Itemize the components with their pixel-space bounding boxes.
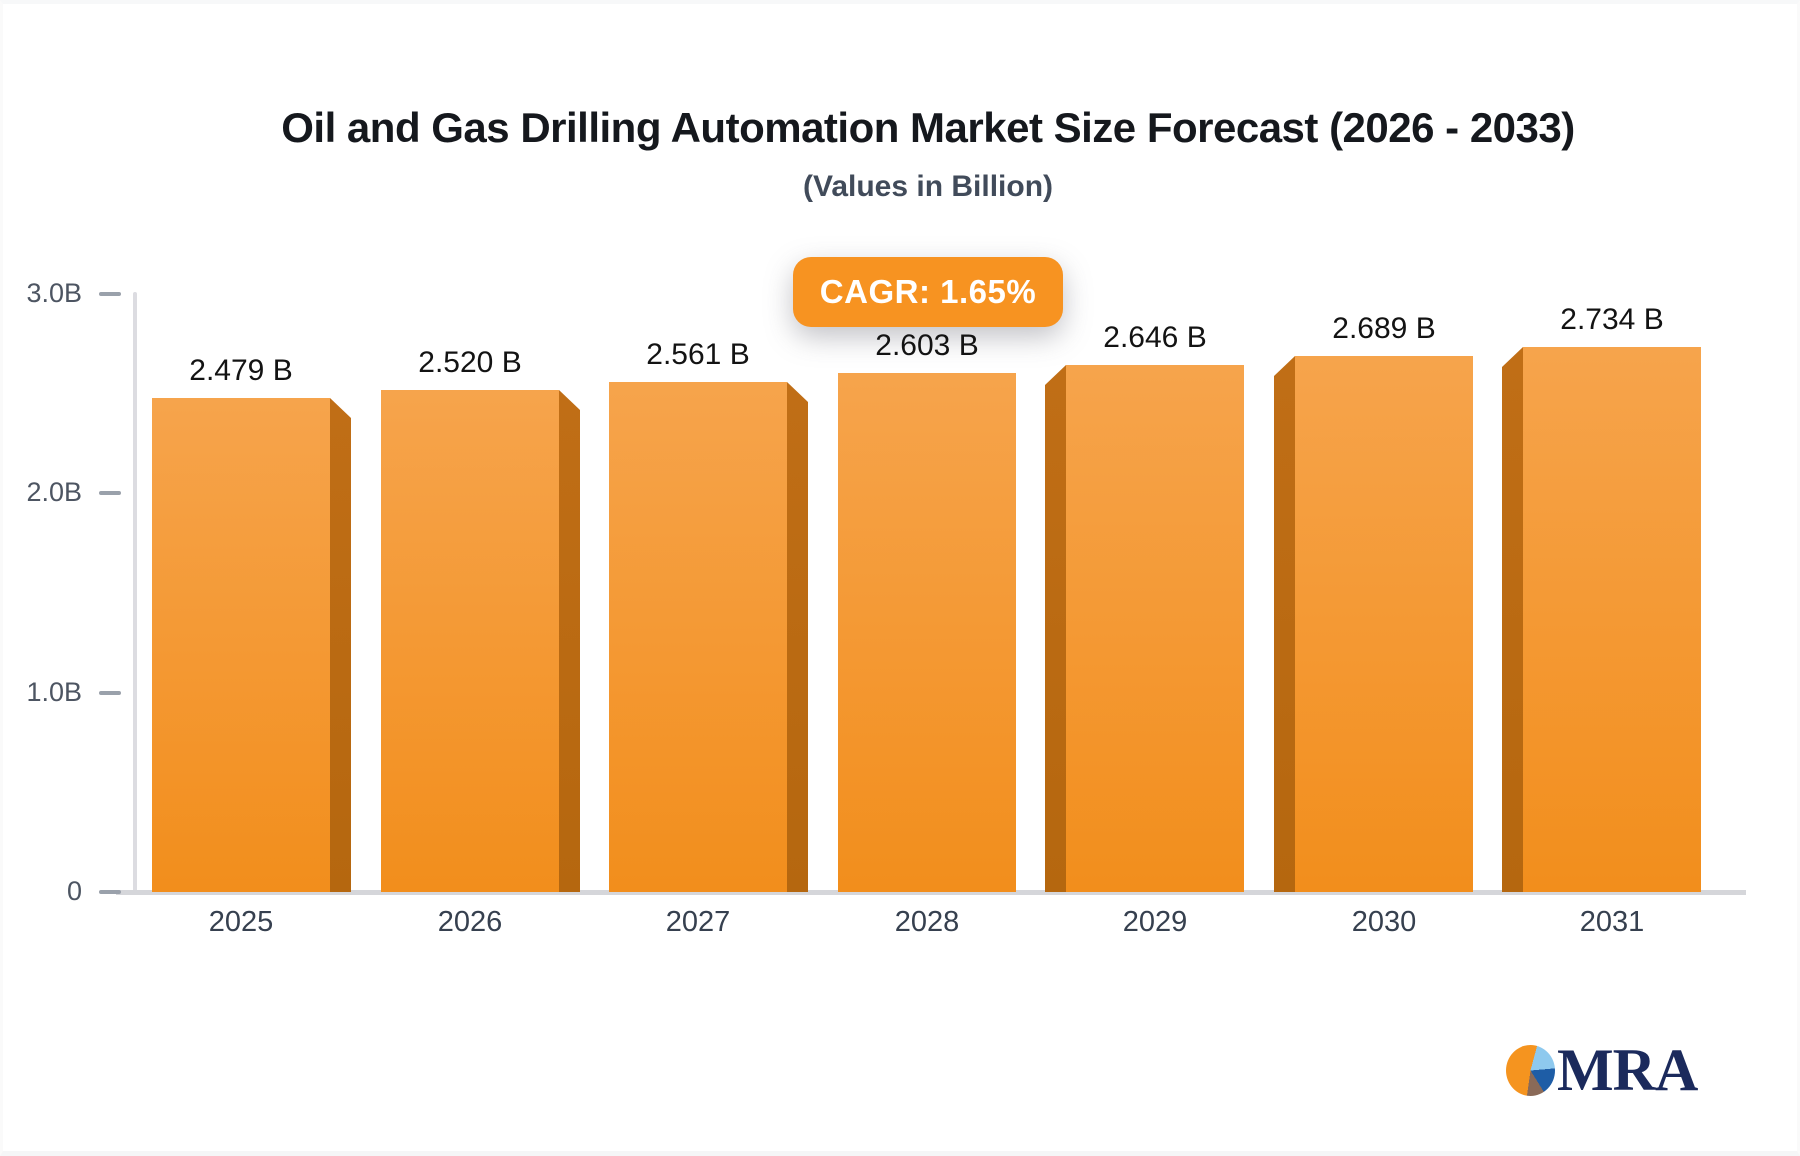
x-axis-label-2028: 2028 <box>894 906 960 938</box>
bar-2028 <box>838 373 1016 892</box>
bar-value-label: 2.646 B <box>1103 321 1207 354</box>
bar-3d-side <box>787 382 808 892</box>
cagr-badge-label: CAGR: 1.65% <box>819 273 1037 310</box>
bar-2025 <box>152 398 330 892</box>
x-axis-label-2025: 2025 <box>208 906 274 938</box>
bar-2030 <box>1295 356 1473 892</box>
x-axis-label-2026: 2026 <box>437 906 503 938</box>
bar-3d-side <box>559 390 580 892</box>
x-axis-label-2029: 2029 <box>1122 906 1188 938</box>
y-tick-label: 2.0B <box>26 477 82 508</box>
bar-2027 <box>609 382 787 892</box>
chart-subtitle: (Values in Billion) <box>802 170 1054 203</box>
y-tick-mark <box>99 491 121 496</box>
y-axis-line <box>133 292 137 893</box>
bar-3d-side <box>330 398 351 892</box>
x-axis-baseline <box>116 890 1746 895</box>
y-tick-label: 0 <box>66 876 82 906</box>
bar-value-label: 2.520 B <box>418 346 522 379</box>
y-tick-label: 3.0B <box>26 278 82 309</box>
bar-value-label: 2.603 B <box>875 329 979 362</box>
chart-title: Oil and Gas Drilling Automation Market S… <box>281 104 1575 151</box>
bar-3d-side <box>1502 347 1523 892</box>
y-tick-mark <box>99 890 121 894</box>
x-axis-label-2031: 2031 <box>1579 906 1645 938</box>
bar-value-label: 2.689 B <box>1332 312 1436 345</box>
cagr-badge: CAGR: 1.65% <box>793 257 1063 327</box>
bar-2029 <box>1066 365 1244 892</box>
bar-value-label: 2.561 B <box>646 338 750 371</box>
y-tick-label: 1.0B <box>26 676 82 707</box>
bar-2026 <box>381 390 559 892</box>
y-tick-mark <box>99 690 121 695</box>
x-axis-label-2030: 2030 <box>1351 906 1417 938</box>
logo-text: MRA <box>1557 1037 1698 1103</box>
bar-2031 <box>1523 347 1701 892</box>
bar-3d-side <box>1045 365 1066 892</box>
x-axis-label-2027: 2027 <box>665 906 731 938</box>
pie-chart-logo-icon <box>1506 1044 1555 1096</box>
y-tick-mark <box>99 292 121 297</box>
bar-value-label: 2.479 B <box>189 354 293 387</box>
bar-value-label: 2.734 B <box>1560 303 1664 336</box>
mra-logo: MRA <box>1506 1037 1698 1103</box>
bar-3d-side <box>1274 356 1295 892</box>
